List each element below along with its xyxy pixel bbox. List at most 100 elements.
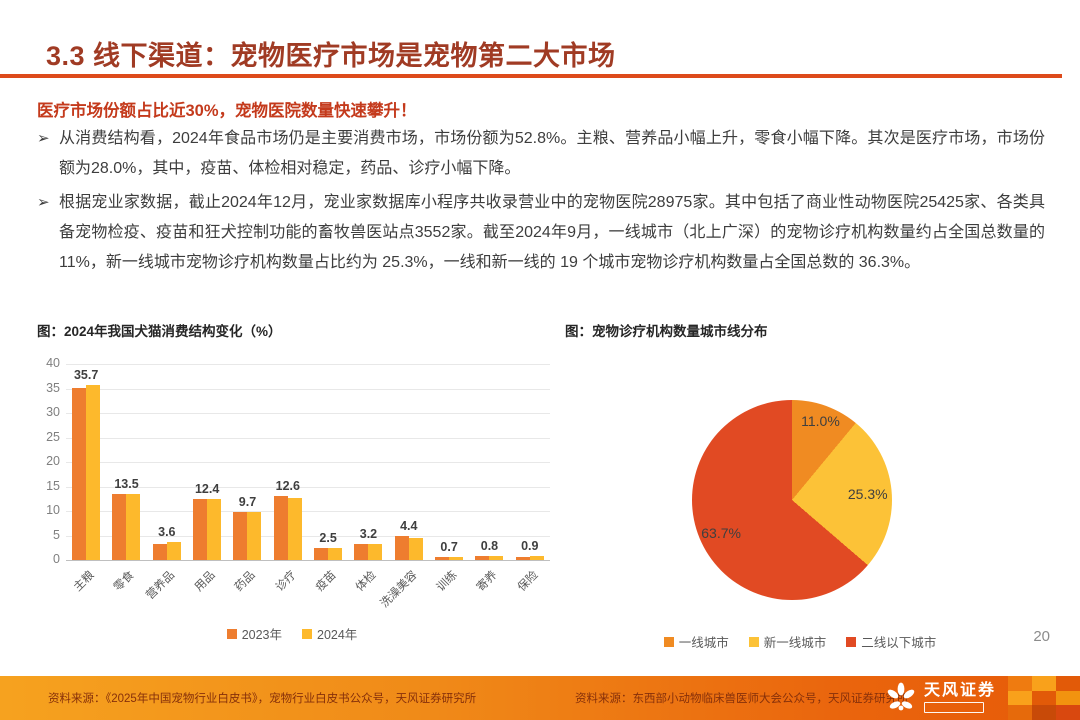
bar-category-label: 零食 <box>112 569 138 594</box>
bar-2023年 <box>233 512 248 560</box>
legend-label: 二线以下城市 <box>861 636 937 650</box>
bar-2023年 <box>193 499 208 560</box>
y-axis-tick: 30 <box>46 405 60 419</box>
bullet-arrow-icon: ➢ <box>37 194 50 211</box>
intro-subtitle: 医疗市场份额占比近30%，宠物医院数量快速攀升！ <box>37 102 417 120</box>
bar-value-label: 9.7 <box>238 495 257 510</box>
legend-label: 新一线城市 <box>763 636 827 650</box>
bar-2023年 <box>394 536 409 560</box>
bar-value-label: 3.6 <box>158 525 176 540</box>
bar-2024年 <box>408 538 423 560</box>
bar-value-label: 35.7 <box>73 368 99 383</box>
y-axis-tick: 20 <box>46 454 60 468</box>
legend-swatch <box>663 636 674 647</box>
bar-category-label: 营养品 <box>144 569 178 603</box>
bar-2023年 <box>354 544 369 560</box>
footer: 资料来源：《2025年中国宠物行业白皮书》，宠物行业白皮书公众号，天风证券研究所… <box>0 676 1080 720</box>
flower-icon <box>887 682 915 711</box>
legend-item: 二线以下城市 <box>846 632 936 651</box>
y-axis-tick: 40 <box>46 356 60 370</box>
bar-chart-legend: 2023年 2024年 <box>28 624 556 643</box>
pie-slice-label: 63.7% <box>701 524 741 541</box>
y-axis-tick: 25 <box>46 429 60 444</box>
bar-group: 3.6 营养品 <box>145 364 184 602</box>
bar-2024年 <box>166 542 181 560</box>
bar-2023年 <box>475 556 490 560</box>
bar-category-label: 主粮 <box>72 569 97 594</box>
bar-value-label: 0.9 <box>521 538 539 553</box>
bar-2024年 <box>529 555 544 560</box>
bar-chart-title: 图：2024年我国犬猫消费结构变化（%） <box>37 324 282 339</box>
y-axis-tick: 35 <box>46 380 60 395</box>
page-number: 20 <box>1033 628 1050 645</box>
bullet-text: 根据宠业家数据，截止2024年12月，宠业家数据库小程序共收录营业中的宠物医院2… <box>59 194 1045 271</box>
gridline <box>66 486 550 488</box>
footer-checker-pattern <box>1008 676 1080 720</box>
legend-item: 2023年 <box>226 624 282 643</box>
footer-source-right: 资料来源：东西部小动物临床兽医师大会公众号，天风证券研究所 <box>575 693 909 705</box>
bullet-item: ➢ 从消费结构看，2024年食品市场仍是主要消费市场，市场份额为52.8%。主粮… <box>37 124 1045 184</box>
bar-category-label: 洗澡美容 <box>378 569 420 611</box>
legend-swatch <box>748 636 759 647</box>
bar-category-label: 疫苗 <box>313 569 339 594</box>
bar-2024年 <box>207 499 222 560</box>
bar-category-label: 训练 <box>434 569 460 594</box>
legend-item: 2024年 <box>302 624 357 643</box>
bar-2024年 <box>489 556 504 560</box>
bullet-item: ➢ 根据宠业家数据，截止2024年12月，宠业家数据库小程序共收录营业中的宠物医… <box>37 188 1045 278</box>
bar-2023年 <box>515 557 530 560</box>
legend-item: 一线城市 <box>663 632 729 651</box>
bar-2023年 <box>152 543 167 560</box>
bar-chart: 0 5 10 15 20 25 30 35 40 35.7 主粮 13.5 零食 3.6 营养品 12.4 用品… <box>28 352 556 620</box>
pie-chart-legend: 一线城市 新一线城市 二线以下城市 <box>565 632 1035 651</box>
bar-value-label: 0.8 <box>480 539 499 554</box>
bar-2024年 <box>247 512 262 560</box>
bar-value-label: 12.4 <box>194 482 220 497</box>
bar-value-label: 3.2 <box>359 527 378 542</box>
pie-slice-label: 25.3% <box>847 485 888 502</box>
bar-2024年 <box>328 547 343 560</box>
bar-2024年 <box>368 544 383 560</box>
bar-2023年 <box>273 496 288 560</box>
bar-group: 3.2 体检 <box>351 364 385 594</box>
bar-group: 0.9 保险 <box>513 364 547 594</box>
footer-source-left: 资料来源：《2025年中国宠物行业白皮书》，宠物行业白皮书公众号，天风证券研究所 <box>48 693 477 705</box>
bar-group: 13.5 零食 <box>109 364 143 594</box>
y-axis-tick: 5 <box>53 527 60 542</box>
y-axis-tick: 10 <box>46 503 60 517</box>
bar-group: 12.6 诊疗 <box>271 364 305 594</box>
bar-group: 4.4 洗澡美容 <box>378 364 426 610</box>
page-title: 3.3 线下渠道：宠物医疗市场是宠物第二大市场 <box>46 41 616 71</box>
bar-group: 0.8 寄养 <box>472 364 506 594</box>
gridline <box>66 560 550 561</box>
legend-label: 一线城市 <box>678 636 729 650</box>
bar-2023年 <box>314 547 329 560</box>
bar-category-label: 体检 <box>354 569 380 594</box>
bar-2024年 <box>86 385 101 560</box>
bar-category-label: 诊疗 <box>273 569 299 594</box>
bullet-text: 从消费结构看，2024年食品市场仍是主要消费市场，市场份额为52.8%。主粮、营… <box>59 130 1045 177</box>
bar-plot: 0 5 10 15 20 25 30 35 40 35.7 主粮 13.5 零食 3.6 营养品 12.4 用品… <box>46 356 550 610</box>
gridline <box>66 437 550 439</box>
bar-group: 35.7 主粮 <box>69 364 103 594</box>
brand-tagline-box <box>923 702 984 713</box>
bar-2023年 <box>72 387 87 560</box>
bar-group: 12.4 用品 <box>190 364 224 594</box>
bar-groups: 35.7 主粮 13.5 零食 3.6 营养品 12.4 用品 9.7 药品 12.6 诊疗 2.5 疫苗… <box>66 364 550 610</box>
bar-category-label: 药品 <box>233 569 259 594</box>
bar-2024年 <box>449 556 464 560</box>
bar-group: 0.7 训练 <box>432 364 466 594</box>
bar-category-label: 保险 <box>515 569 541 594</box>
intro-bullets: ➢ 从消费结构看，2024年食品市场仍是主要消费市场，市场份额为52.8%。主粮… <box>37 124 1045 282</box>
gridline <box>66 413 550 414</box>
legend-label: 2024年 <box>317 628 358 642</box>
bar-category-label: 用品 <box>192 569 218 594</box>
gridline <box>66 535 550 537</box>
bar-value-label: 4.4 <box>400 519 418 534</box>
title-divider <box>0 74 1062 78</box>
pie-chart: 11.0% 25.3% 63.7% <box>565 340 1080 625</box>
pie-circle <box>692 400 892 600</box>
legend-swatch <box>302 628 312 639</box>
bullet-arrow-icon: ➢ <box>37 130 50 147</box>
